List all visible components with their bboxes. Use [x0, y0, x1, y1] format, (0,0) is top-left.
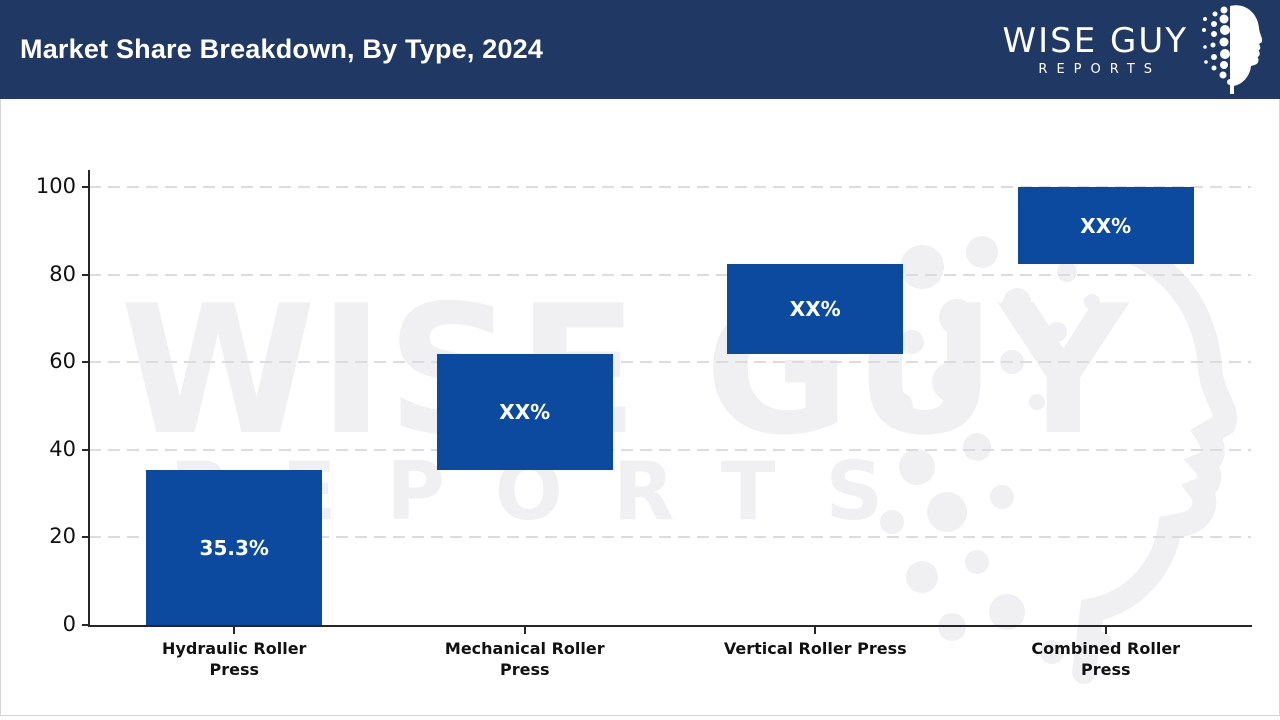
gridline-100: [89, 186, 1251, 188]
y-axis-label: 100: [35, 174, 76, 198]
x-axis-tick: [1104, 627, 1107, 634]
page-title: Market Share Breakdown, By Type, 2024: [20, 34, 544, 64]
bar-combined-roller-press: XX%: [1017, 187, 1194, 265]
y-axis-label: 40: [49, 436, 76, 461]
x-axis-category-label: Vertical Roller Press: [723, 639, 907, 658]
wiseguy-logo: WISE GUY REPORTS: [1002, 2, 1263, 98]
bar-value-label: XX%: [789, 297, 841, 322]
y-axis-tick: [82, 624, 89, 626]
x-axis-category-label: Hydraulic Roller Press: [162, 639, 307, 679]
x-axis-category-label: Mechanical Roller Press: [444, 639, 605, 679]
x-axis-tick: [523, 627, 526, 634]
bar-mechanical-roller-press: XX%: [436, 354, 613, 471]
bar-value-label: 35.3%: [199, 535, 269, 560]
wiseguy-face-icon: [1190, 2, 1263, 98]
gridline-60: [89, 361, 1251, 364]
page-border-bottom: [0, 715, 1280, 716]
x-axis-tick: [814, 627, 817, 634]
bar-value-label: XX%: [1080, 213, 1132, 238]
bar-hydraulic-roller-press: 35.3%: [146, 470, 323, 625]
gridline-40: [89, 448, 1251, 451]
bar-vertical-roller-press: XX%: [727, 264, 904, 355]
y-axis-label: 60: [49, 349, 76, 374]
gridline-20: [89, 536, 1251, 539]
x-axis-tick: [233, 627, 236, 634]
y-axis-tick: [82, 273, 89, 276]
y-axis-tick: [82, 361, 89, 364]
y-axis-tick: [82, 448, 89, 451]
logo-brand-subtitle: REPORTS: [1038, 61, 1162, 77]
y-axis-label: 0: [62, 612, 76, 636]
y-axis-line: [88, 170, 90, 627]
page-border-left: [0, 99, 1, 716]
wiseguy-logo-text: WISE GUY REPORTS: [1002, 24, 1188, 76]
y-axis-label: 20: [49, 524, 76, 549]
logo-brand-name: WISE GUY: [1002, 20, 1188, 61]
gridline-80: [89, 273, 1251, 276]
y-axis-label: 80: [49, 261, 76, 286]
header-bar: Market Share Breakdown, By Type, 2024 WI…: [0, 0, 1280, 99]
x-axis-line: [88, 625, 1252, 627]
y-axis-tick: [82, 186, 89, 188]
bar-value-label: XX%: [499, 400, 551, 425]
y-axis-tick: [82, 536, 89, 539]
x-axis-category-label: Combined Roller Press: [1031, 639, 1181, 679]
wiseguy-face-watermark-icon: [852, 212, 1272, 696]
